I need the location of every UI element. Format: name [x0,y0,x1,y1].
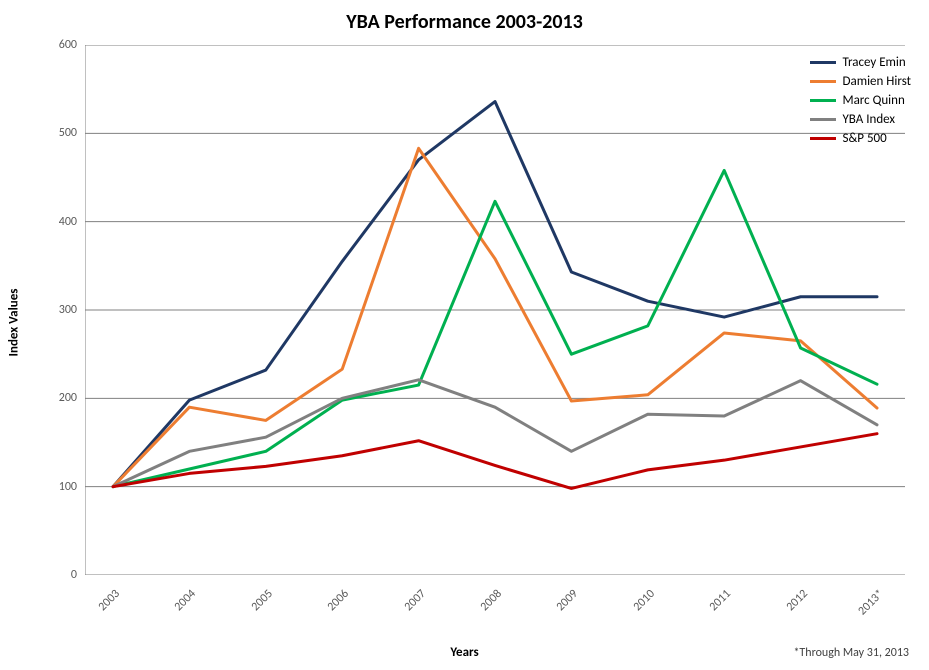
y-tick: 100 [37,480,77,494]
x-tick: 2010 [631,587,658,614]
legend-label: Damien Hirst [842,74,911,89]
x-tick: 2006 [325,587,352,614]
y-tick: 0 [37,568,77,582]
x-tick: 2004 [172,587,199,614]
legend-swatch [810,118,836,121]
x-tick: 2007 [401,587,428,614]
x-tick: 2005 [249,587,276,614]
legend-swatch [810,137,836,140]
legend-item: YBA Index [810,112,911,127]
legend-label: YBA Index [842,112,895,127]
legend-item: Damien Hirst [810,74,911,89]
y-axis-label: Index Values [6,289,21,357]
x-tick: 2012 [783,587,810,614]
chart-container: YBA Performance 2003-2013 Index Values 0… [0,0,929,670]
x-tick: 2013* [856,587,887,618]
chart-title: YBA Performance 2003-2013 [0,10,929,34]
plot-area [85,45,905,575]
legend-swatch [810,99,836,102]
x-tick: 2009 [554,587,581,614]
x-tick: 2011 [707,587,734,614]
x-tick: 2008 [478,587,505,614]
x-tick: 2003 [96,587,123,614]
legend-label: S&P 500 [842,131,886,146]
y-tick: 400 [37,215,77,229]
y-tick: 600 [37,38,77,52]
y-tick: 300 [37,303,77,317]
legend-swatch [810,80,836,83]
legend-swatch [810,61,836,64]
y-tick: 500 [37,126,77,140]
legend: Tracey Emin Damien Hirst Marc Quinn YBA Ind… [810,55,911,150]
footnote: *Through May 31, 2013 [793,646,909,660]
legend-item: Tracey Emin [810,55,911,70]
legend-item: S&P 500 [810,131,911,146]
legend-label: Marc Quinn [842,93,904,108]
legend-item: Marc Quinn [810,93,911,108]
y-tick: 200 [37,391,77,405]
x-axis-label: Years [0,645,929,660]
legend-label: Tracey Emin [842,55,905,70]
